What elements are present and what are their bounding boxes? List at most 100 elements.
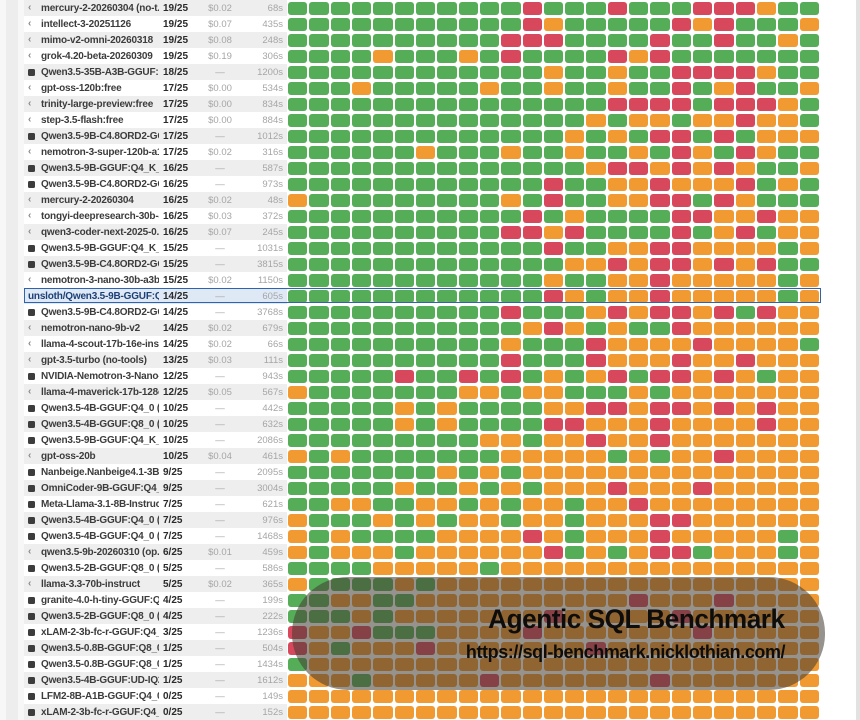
result-cell-pass[interactable] bbox=[501, 81, 521, 95]
result-cell-partial[interactable] bbox=[288, 513, 308, 527]
model-row[interactable]: xLAM-2-3b-fc-r-GGUF:Q4_... 3/25 — 1236s bbox=[24, 624, 287, 640]
result-cell-pass[interactable] bbox=[351, 529, 372, 543]
result-cell-fail[interactable] bbox=[735, 65, 756, 79]
result-cell-pass[interactable] bbox=[458, 497, 478, 511]
result-cell-pass[interactable] bbox=[586, 97, 606, 111]
result-cell-pass[interactable] bbox=[735, 49, 756, 63]
result-cell-pass[interactable] bbox=[288, 497, 308, 511]
result-cell-pass[interactable] bbox=[586, 1, 606, 15]
result-cell-pass[interactable] bbox=[479, 49, 500, 63]
result-cell-partial[interactable] bbox=[757, 353, 777, 367]
result-cell-pass[interactable] bbox=[437, 449, 457, 463]
result-cell-pass[interactable] bbox=[394, 81, 414, 95]
result-cell-partial[interactable] bbox=[586, 705, 606, 719]
result-cell-pass[interactable] bbox=[394, 433, 414, 447]
result-cell-pass[interactable] bbox=[565, 65, 585, 79]
result-cell-pass[interactable] bbox=[394, 161, 414, 175]
result-cell-partial[interactable] bbox=[351, 81, 372, 95]
result-cell-pass[interactable] bbox=[309, 225, 329, 239]
result-cell-partial[interactable] bbox=[799, 705, 819, 719]
result-cell-partial[interactable] bbox=[607, 129, 628, 143]
result-cell-pass[interactable] bbox=[586, 385, 606, 399]
result-cell-partial[interactable] bbox=[693, 385, 713, 399]
result-cell-pass[interactable] bbox=[693, 33, 713, 47]
result-cell-fail[interactable] bbox=[607, 97, 628, 111]
result-cell-partial[interactable] bbox=[501, 529, 521, 543]
result-cell-pass[interactable] bbox=[288, 481, 308, 495]
result-cell-partial[interactable] bbox=[671, 689, 692, 703]
result-cell-fail[interactable] bbox=[501, 369, 521, 383]
result-cell-pass[interactable] bbox=[351, 97, 372, 111]
result-cell-pass[interactable] bbox=[607, 145, 628, 159]
result-cell-pass[interactable] bbox=[415, 401, 436, 415]
result-cell-pass[interactable] bbox=[373, 369, 393, 383]
result-cell-partial[interactable] bbox=[501, 689, 521, 703]
result-cell-partial[interactable] bbox=[650, 481, 670, 495]
result-cell-partial[interactable] bbox=[693, 241, 713, 255]
result-cell-fail[interactable] bbox=[543, 289, 564, 303]
result-cell-partial[interactable] bbox=[757, 529, 777, 543]
result-cell-pass[interactable] bbox=[799, 97, 819, 111]
result-cell-pass[interactable] bbox=[522, 241, 542, 255]
result-cell-pass[interactable] bbox=[330, 177, 350, 191]
result-cell-pass[interactable] bbox=[394, 129, 414, 143]
result-cell-pass[interactable] bbox=[394, 1, 414, 15]
result-cell-partial[interactable] bbox=[629, 689, 649, 703]
result-cell-pass[interactable] bbox=[501, 97, 521, 111]
result-cell-partial[interactable] bbox=[607, 465, 628, 479]
result-cell-pass[interactable] bbox=[373, 145, 393, 159]
model-row[interactable]: Qwen3.5-9B-C4.8ORD2-GG... 16/25 — 973s bbox=[24, 176, 287, 192]
result-cell-partial[interactable] bbox=[565, 705, 585, 719]
result-cell-partial[interactable] bbox=[607, 497, 628, 511]
result-cell-partial[interactable] bbox=[778, 305, 798, 319]
result-cell-pass[interactable] bbox=[778, 145, 798, 159]
result-cell-pass[interactable] bbox=[607, 209, 628, 223]
result-cell-partial[interactable] bbox=[778, 97, 798, 111]
result-cell-fail[interactable] bbox=[757, 209, 777, 223]
result-cell-fail[interactable] bbox=[501, 353, 521, 367]
result-cell-partial[interactable] bbox=[799, 225, 819, 239]
result-cell-partial[interactable] bbox=[522, 705, 542, 719]
result-cell-pass[interactable] bbox=[330, 65, 350, 79]
result-cell-pass[interactable] bbox=[607, 545, 628, 559]
result-cell-partial[interactable] bbox=[671, 273, 692, 287]
result-cell-partial[interactable] bbox=[735, 417, 756, 431]
result-cell-pass[interactable] bbox=[288, 33, 308, 47]
result-cell-pass[interactable] bbox=[330, 97, 350, 111]
result-cell-pass[interactable] bbox=[394, 529, 414, 543]
result-cell-pass[interactable] bbox=[757, 193, 777, 207]
result-cell-pass[interactable] bbox=[458, 113, 478, 127]
result-cell-partial[interactable] bbox=[522, 449, 542, 463]
result-cell-pass[interactable] bbox=[458, 177, 478, 191]
result-cell-fail[interactable] bbox=[394, 369, 414, 383]
result-cell-partial[interactable] bbox=[671, 561, 692, 575]
result-cell-pass[interactable] bbox=[373, 321, 393, 335]
result-cell-partial[interactable] bbox=[458, 49, 478, 63]
result-cell-fail[interactable] bbox=[735, 177, 756, 191]
result-cell-partial[interactable] bbox=[458, 385, 478, 399]
result-cell-fail[interactable] bbox=[650, 513, 670, 527]
result-cell-pass[interactable] bbox=[479, 225, 500, 239]
result-cell-fail[interactable] bbox=[735, 145, 756, 159]
model-row[interactable]: Qwen3.5-9B-GGUF:Q4_K_... 10/25 — 2086s bbox=[24, 432, 287, 448]
result-cell-pass[interactable] bbox=[437, 225, 457, 239]
result-cell-pass[interactable] bbox=[330, 33, 350, 47]
result-cell-partial[interactable] bbox=[778, 177, 798, 191]
result-cell-fail[interactable] bbox=[735, 81, 756, 95]
result-cell-pass[interactable] bbox=[330, 161, 350, 175]
result-cell-pass[interactable] bbox=[479, 417, 500, 431]
result-cell-pass[interactable] bbox=[309, 465, 329, 479]
result-cell-pass[interactable] bbox=[458, 97, 478, 111]
result-cell-partial[interactable] bbox=[799, 289, 819, 303]
result-cell-partial[interactable] bbox=[629, 193, 649, 207]
result-cell-partial[interactable] bbox=[501, 145, 521, 159]
result-cell-partial[interactable] bbox=[586, 561, 606, 575]
result-cell-fail[interactable] bbox=[650, 49, 670, 63]
result-cell-fail[interactable] bbox=[650, 369, 670, 383]
result-cell-partial[interactable] bbox=[799, 433, 819, 447]
result-cell-pass[interactable] bbox=[288, 177, 308, 191]
result-cell-fail[interactable] bbox=[671, 513, 692, 527]
result-cell-pass[interactable] bbox=[330, 193, 350, 207]
result-cell-pass[interactable] bbox=[309, 529, 329, 543]
result-cell-pass[interactable] bbox=[351, 17, 372, 31]
